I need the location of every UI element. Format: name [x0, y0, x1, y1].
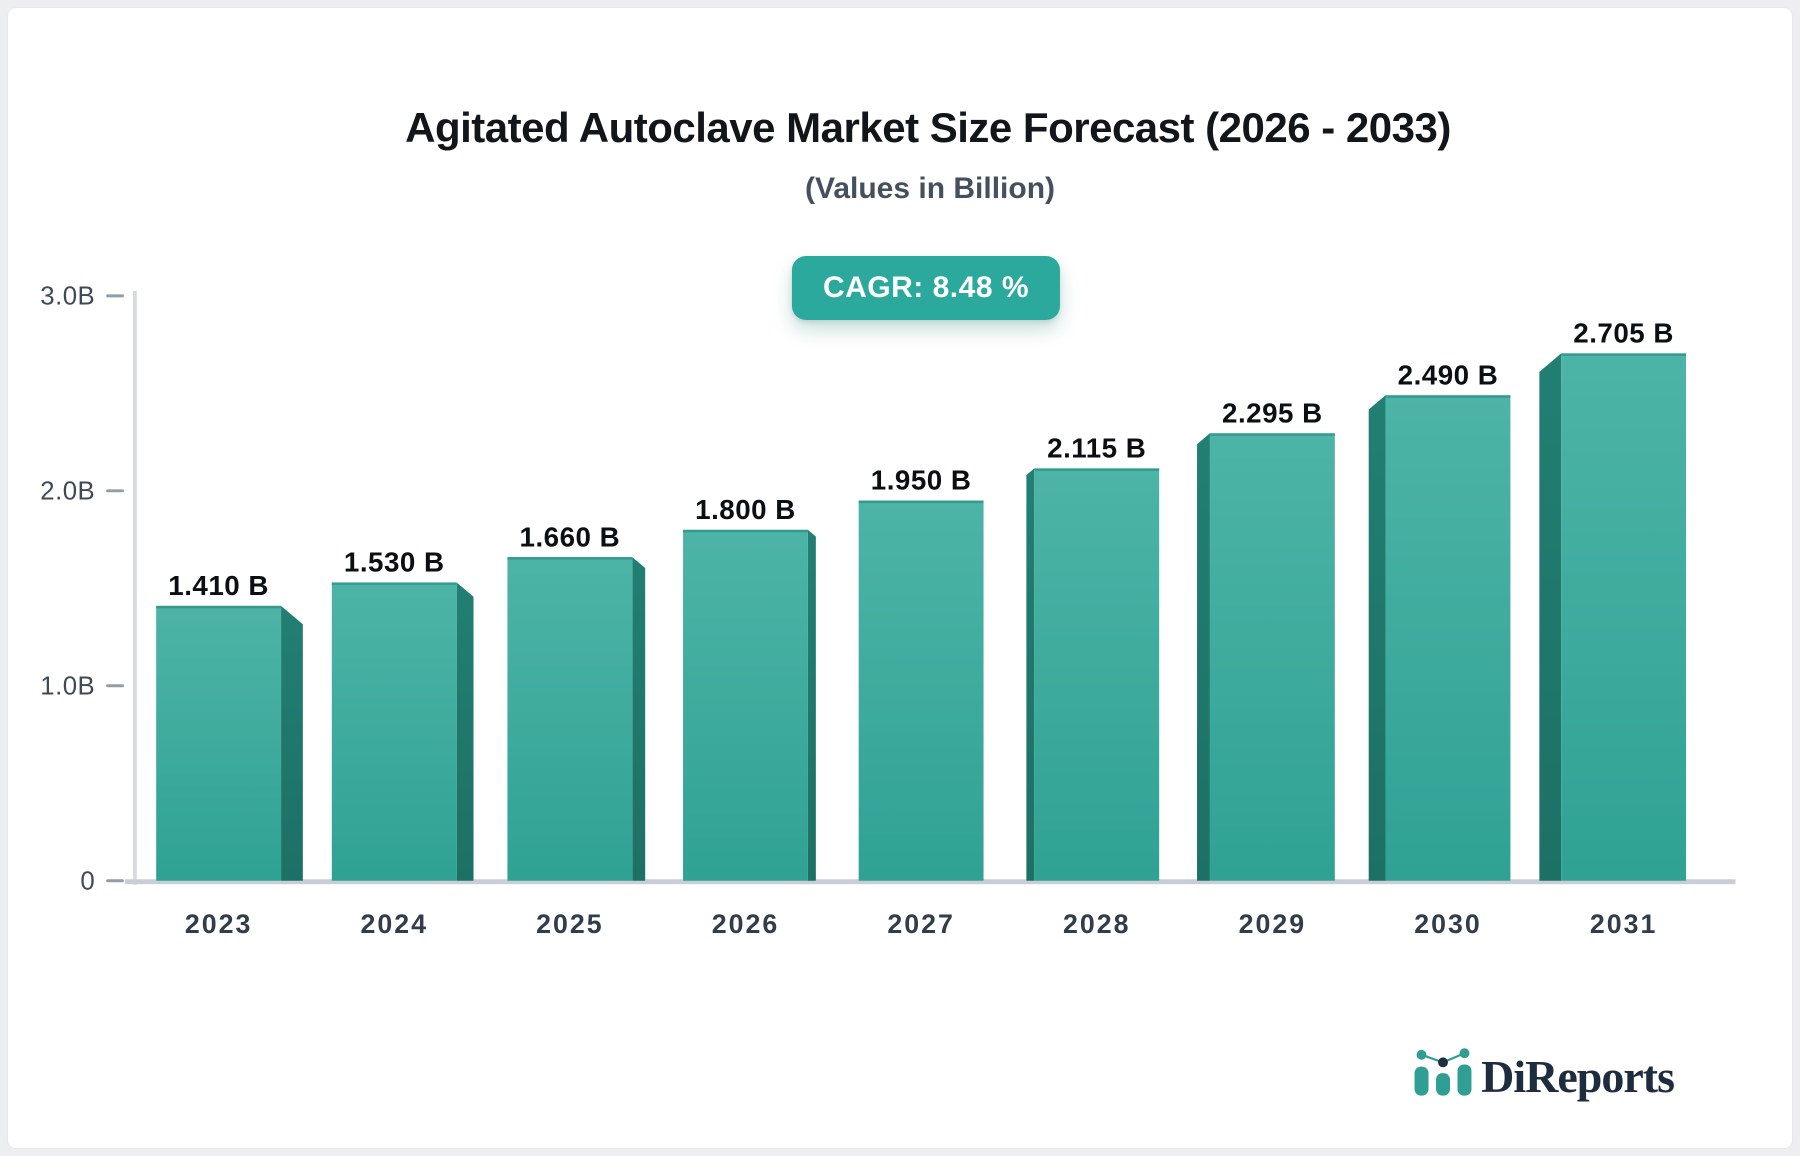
bar-side-face: [1368, 395, 1386, 881]
y-axis-tick-label: 3.0B: [40, 283, 95, 311]
y-axis-tick: [106, 294, 124, 298]
x-axis-label: 2024: [361, 909, 428, 939]
bar-top-edge: [858, 500, 984, 504]
bar-top-edge: [1209, 433, 1335, 436]
bar-main-face: [1385, 395, 1511, 881]
bar-side-face: [807, 529, 816, 881]
bar-value-label: 1.950 B: [871, 465, 972, 496]
x-axis-label: 2027: [887, 909, 954, 939]
bar-value-label: 2.295 B: [1222, 398, 1323, 429]
x-axis-label: 2025: [536, 909, 603, 939]
y-axis-tick-label: 0: [80, 868, 95, 896]
bar-top-edge: [1561, 353, 1687, 356]
bar-main-face: [507, 557, 633, 881]
bar-main-face: [331, 582, 457, 881]
cagr-badge: CAGR: 8.48 %: [791, 256, 1061, 320]
bar-main-face: [683, 529, 808, 881]
bar-main-face: [1561, 353, 1687, 881]
direports-logo: DiReports: [1414, 1048, 1675, 1103]
bar-2030: 2.490 B: [1368, 360, 1511, 881]
y-axis-line: [132, 291, 137, 885]
bar-side-face: [1026, 468, 1035, 881]
bar-2031: 2.705 B: [1539, 318, 1687, 881]
bar-2023: 1.410 B: [156, 570, 303, 881]
bar-side-face: [281, 605, 303, 881]
bar-side-face: [456, 582, 474, 881]
bar-2028: 2.115 B: [1026, 433, 1160, 881]
bar-value-label: 1.530 B: [344, 547, 445, 578]
x-axis-label: 2029: [1239, 909, 1306, 939]
chart-title: Agitated Autoclave Market Size Forecast …: [405, 104, 1451, 151]
bar-2024: 1.530 B: [331, 547, 474, 881]
logo-text: DiReports: [1481, 1051, 1675, 1103]
bar-value-label: 1.410 B: [168, 570, 269, 601]
bar-2025: 1.660 B: [507, 521, 646, 881]
bar-side-face: [632, 557, 646, 881]
bar-value-label: 1.800 B: [695, 494, 796, 525]
bar-2027: 1.950 B: [858, 465, 984, 881]
bar-main-face: [1034, 468, 1160, 881]
bar-chart-logo-icon: [1414, 1048, 1472, 1096]
x-axis-label: 2031: [1590, 909, 1657, 939]
bar-chart: 0 1.0B 2.0B 3.0B 1.410 B 2023 1.530 B 2024 1.660…: [40, 283, 1736, 939]
x-axis-label: 2026: [712, 909, 779, 939]
x-axis-label: 2030: [1414, 909, 1481, 939]
bar-value-label: 2.705 B: [1573, 318, 1674, 349]
x-axis-line: [124, 879, 1736, 885]
y-axis-tick: [106, 879, 124, 883]
y-axis-tick: [106, 489, 124, 493]
y-axis-tick: [106, 684, 124, 688]
bar-side-face: [1197, 433, 1210, 881]
bar-side-face: [1539, 353, 1562, 881]
bar-main-face: [156, 605, 282, 881]
bar-value-label: 1.660 B: [520, 521, 621, 552]
bar-value-label: 2.490 B: [1398, 360, 1499, 391]
bar-top-edge: [507, 557, 633, 560]
bar-2029: 2.295 B: [1197, 398, 1335, 881]
bar-2026: 1.800 B: [683, 494, 816, 881]
x-axis-label: 2028: [1063, 909, 1130, 939]
bar-value-label: 2.115 B: [1047, 433, 1146, 464]
bar-top-edge: [1034, 468, 1160, 471]
chart-card: Agitated Autoclave Market Size Forecast …: [8, 8, 1792, 1148]
x-axis-label: 2023: [185, 909, 252, 939]
y-axis-tick-label: 2.0B: [40, 478, 95, 506]
chart-subtitle: (Values in Billion): [804, 172, 1056, 205]
bar-top-edge: [156, 605, 282, 609]
bar-top-edge: [683, 529, 808, 533]
y-axis-tick-label: 1.0B: [40, 673, 95, 701]
bar-top-edge: [1385, 395, 1511, 398]
bar-main-face: [1209, 433, 1335, 881]
bar-top-edge: [331, 582, 457, 585]
bar-main-face: [858, 500, 984, 881]
